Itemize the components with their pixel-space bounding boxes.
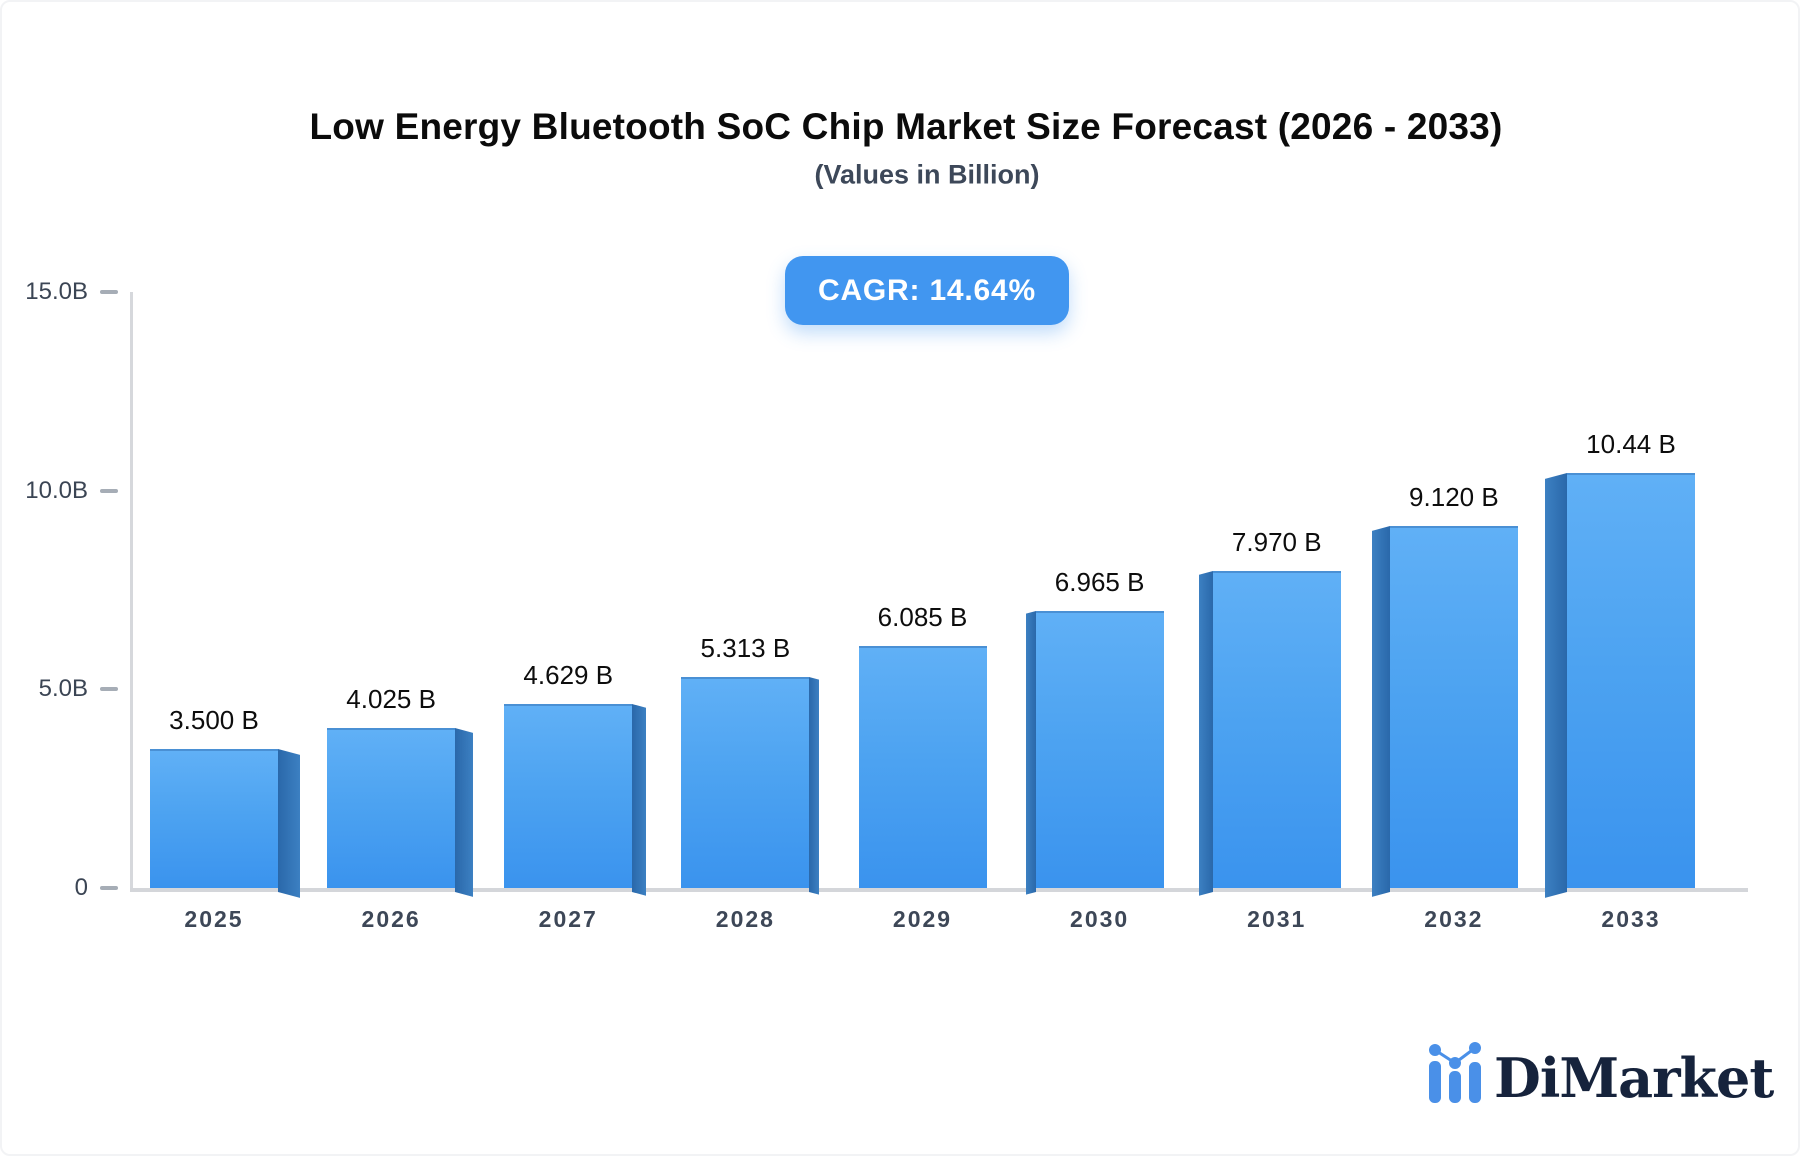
- x-tick-label-2032: 2032: [1424, 906, 1484, 932]
- bar-value-label-2025: 3.500 B: [169, 704, 259, 735]
- x-tick-label-2029: 2029: [892, 906, 953, 932]
- x-tick-label-2025: 2025: [184, 906, 244, 932]
- bar-side-2031: [1198, 571, 1213, 896]
- x-tick-label-2027: 2027: [538, 906, 598, 932]
- bar-side-2026: [455, 728, 474, 897]
- x-tick-label-2033: 2033: [1601, 906, 1661, 932]
- y-tick-mark: [100, 687, 118, 692]
- bar-2028: [681, 676, 810, 888]
- bar-2025: [150, 748, 278, 888]
- brand-name: DiMarket: [1494, 1046, 1774, 1111]
- bar-side-2033: [1545, 473, 1567, 898]
- bar-value-label-2028: 5.313 B: [700, 632, 791, 663]
- bar-2031: [1212, 571, 1341, 888]
- x-axis-baseline: [130, 888, 1748, 892]
- bar-2030: [1035, 611, 1164, 888]
- y-tick-mark: [100, 488, 118, 493]
- brand-logo: DiMarket: [1426, 1040, 1774, 1111]
- chart-subtitle: (Values in Billion): [814, 159, 1040, 190]
- bar-side-2030: [1025, 611, 1036, 895]
- y-tick-label-0: 0: [74, 874, 88, 901]
- x-tick-label-2028: 2028: [715, 906, 775, 932]
- cagr-badge-label: CAGR: 14.64%: [817, 273, 1036, 307]
- bar-value-label-2026: 4.025 B: [346, 684, 436, 715]
- bar-value-label-2033: 10.44 B: [1586, 429, 1676, 460]
- bar-value-label-2030: 6.965 B: [1054, 567, 1145, 598]
- bar-value-label-2032: 9.120 B: [1409, 481, 1499, 512]
- bar-side-2027: [632, 704, 647, 896]
- bar-2027: [504, 704, 633, 888]
- bar-2026: [327, 728, 456, 888]
- bar-value-label-2029: 6.085 B: [877, 602, 968, 633]
- bar-side-2028: [809, 676, 820, 895]
- x-tick-label-2030: 2030: [1070, 906, 1130, 932]
- bar-2032: [1389, 525, 1518, 888]
- x-tick-label-2026: 2026: [361, 906, 421, 932]
- y-tick-label-5.0B: 5.0B: [38, 675, 88, 703]
- page-title: Low Energy Bluetooth SoC Chip Market Siz…: [309, 106, 1503, 147]
- bar-chart-logo-icon: [1429, 1042, 1481, 1103]
- bar-side-2032: [1371, 525, 1390, 897]
- bar-2033: [1567, 473, 1695, 888]
- bar-value-label-2031: 7.970 B: [1231, 527, 1322, 558]
- bar-2029: [858, 646, 987, 888]
- y-tick-mark: [100, 290, 118, 294]
- y-tick-label-10.0B: 10.0B: [25, 476, 88, 504]
- bar-value-label-2027: 4.629 B: [523, 660, 614, 691]
- y-tick-mark: [100, 886, 118, 890]
- bar-side-2025: [278, 748, 300, 898]
- x-tick-label-2031: 2031: [1247, 906, 1307, 932]
- cagr-badge: CAGR: 14.64%: [785, 256, 1069, 325]
- y-tick-label-15.0B: 15.0B: [25, 278, 88, 305]
- y-axis-line: [130, 292, 133, 890]
